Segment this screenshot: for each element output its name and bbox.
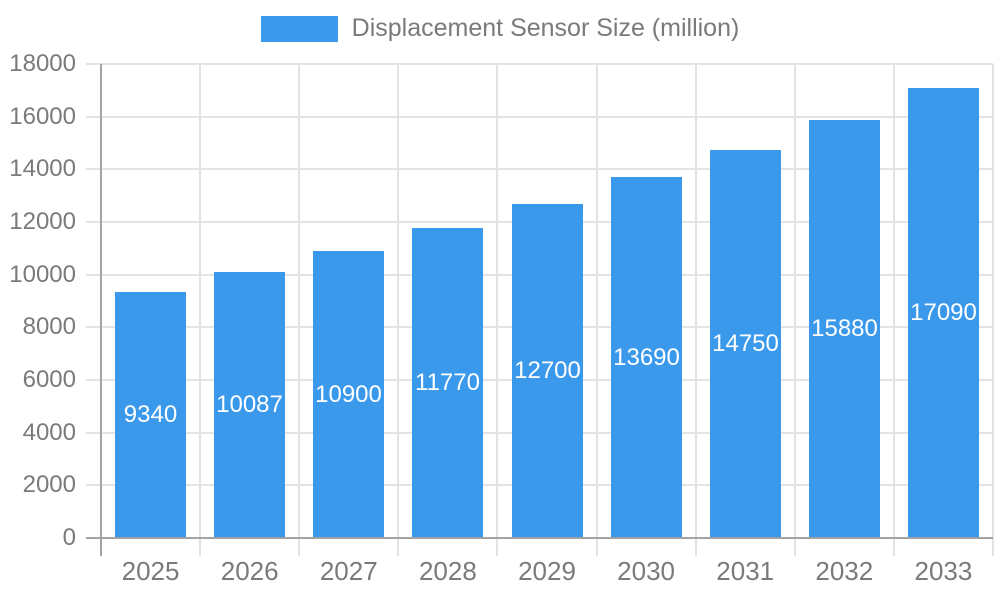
legend: Displacement Sensor Size (million) [0,14,1000,43]
bar-value-label: 13690 [613,343,680,371]
bar-2029[interactable]: 12700 [512,204,583,538]
bar-value-label: 10900 [315,380,382,408]
gridline-vertical [496,64,499,556]
gridline-horizontal [86,115,993,118]
gridline-vertical [892,64,895,556]
gridline-horizontal [86,63,993,65]
gridline-vertical [992,64,994,556]
y-axis-label: 4000 [22,418,76,446]
bar-2032[interactable]: 15880 [809,120,880,538]
bar-2025[interactable]: 9340 [115,292,186,538]
y-axis-label: 18000 [9,50,76,77]
gridline-vertical [694,64,697,556]
x-axis-label: 2029 [518,556,576,586]
y-axis-label: 0 [62,524,76,551]
x-axis-label: 2028 [418,556,477,586]
y-axis-label: 10000 [9,260,76,288]
y-axis-label: 12000 [9,208,76,235]
bar-value-label: 11770 [415,369,480,396]
x-axis-label: 2033 [914,556,973,586]
bar-2031[interactable]: 14750 [710,150,781,538]
x-axis-label: 2026 [220,556,279,586]
gridline-vertical [595,64,598,556]
bar-2028[interactable]: 11770 [412,228,483,538]
x-axis-label: 2032 [815,556,874,586]
x-axis-label: 2030 [617,556,676,586]
gridline-vertical [397,64,400,556]
bar-value-label: 14750 [712,330,779,357]
legend-color-swatch [260,15,338,42]
legend-label: Displacement Sensor Size (million) [351,14,740,42]
y-axis-label: 6000 [22,366,76,393]
x-axis-baseline [86,537,993,539]
gridline-vertical [199,64,202,556]
bar-2026[interactable]: 10087 [214,272,285,538]
legend-item[interactable]: Displacement Sensor Size (million) [260,14,740,43]
y-axis-label: 14000 [9,155,76,183]
y-axis-label: 2000 [22,471,76,499]
bar-2033[interactable]: 17090 [908,88,979,538]
x-axis-label: 2025 [121,556,180,586]
bar-value-label: 9340 [123,401,178,428]
x-axis-label: 2027 [319,556,378,586]
bar-value-label: 17090 [910,299,977,326]
gridline-vertical [298,64,301,556]
bar-2027[interactable]: 10900 [313,251,384,538]
y-axis-label: 16000 [9,102,76,130]
bar-2030[interactable]: 13690 [611,177,682,538]
gridline-horizontal [86,168,993,171]
gridline-vertical [793,64,796,556]
bar-value-label: 15880 [811,315,878,342]
bar-value-label: 10087 [216,391,283,418]
x-axis-label: 2031 [716,556,775,586]
bar-value-label: 12700 [514,357,581,384]
y-axis-line [100,64,102,556]
plot-area: 0 2000 4000 6000 8000 10000 12000 14000 16000 180… [9,50,994,586]
y-axis-label: 8000 [22,313,76,341]
